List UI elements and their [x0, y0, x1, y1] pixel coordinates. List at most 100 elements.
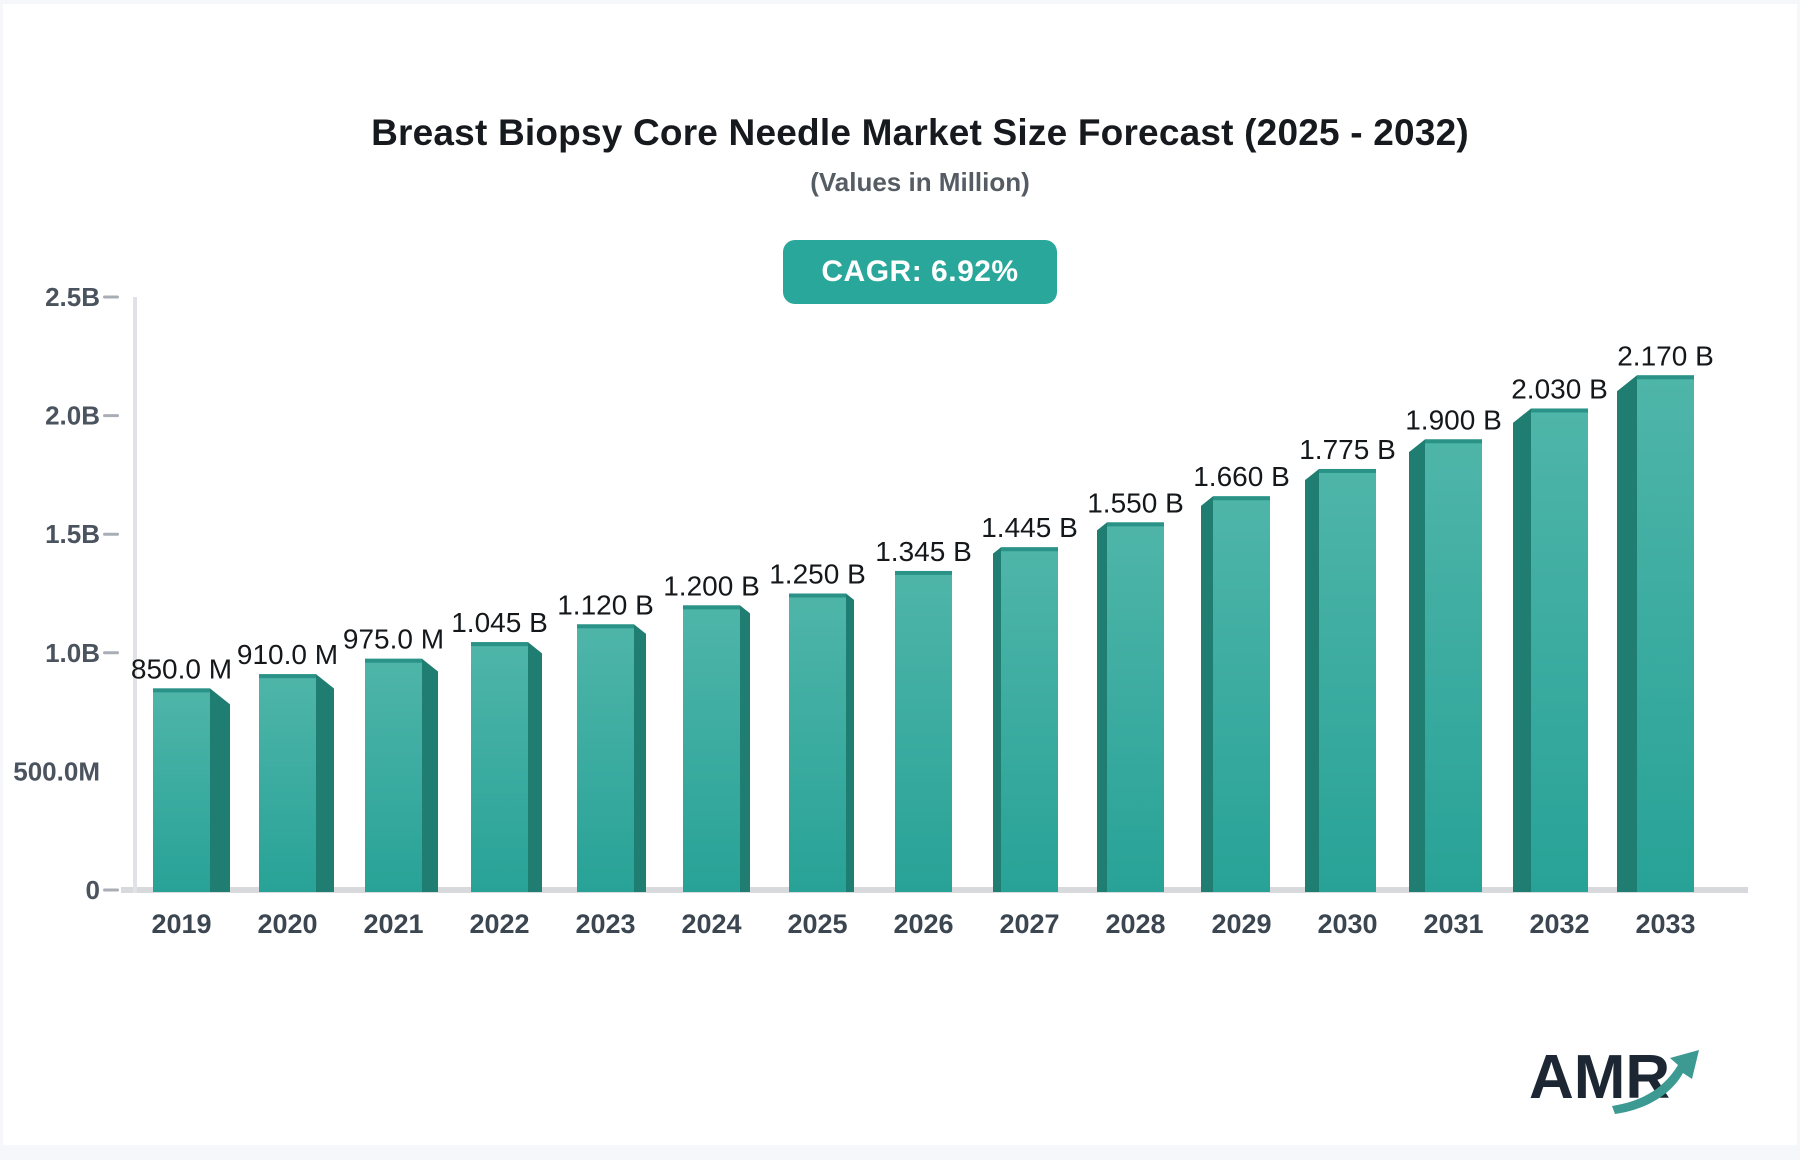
bar-2024: 1.200 B 2024 [663, 570, 760, 939]
bar-2028: 1.550 B 2028 [1087, 487, 1184, 939]
y-axis-line [133, 297, 137, 893]
bar-top-cap [259, 674, 316, 679]
bar-front-face [153, 688, 210, 892]
bar-front-face [789, 593, 846, 892]
bar-front-face [1213, 496, 1270, 892]
bar-value-label: 1.200 B [663, 570, 760, 601]
bar-value-label: 1.900 B [1405, 404, 1502, 435]
bar-value-label: 2.030 B [1511, 373, 1608, 404]
y-axis-label: 1.0B [45, 638, 100, 668]
bar-value-label: 1.120 B [557, 589, 654, 620]
x-axis-label: 2028 [1105, 909, 1165, 939]
bar-2033: 2.170 B 2033 [1617, 340, 1714, 939]
x-axis-label: 2033 [1635, 909, 1695, 939]
y-axis-label: 500.0M [13, 756, 100, 786]
bar-top-cap [1213, 496, 1270, 501]
x-axis-label: 2032 [1529, 909, 1589, 939]
x-axis-label: 2026 [893, 909, 953, 939]
bar-top-cap [1001, 547, 1058, 552]
amr-logo: AMR [1511, 1022, 1781, 1147]
bar-2023: 1.120 B 2023 [557, 589, 654, 939]
chart-subtitle: (Values in Million) [810, 167, 1030, 197]
bar-front-face [895, 570, 952, 892]
y-axis-tick [103, 295, 119, 299]
bar-2022: 1.045 B 2022 [451, 607, 548, 939]
bar-top-cap [1425, 439, 1482, 444]
bar-side-face [1513, 408, 1531, 892]
bar-top-cap [1637, 375, 1694, 380]
bar-value-label: 1.045 B [451, 607, 548, 638]
bar-top-cap [153, 688, 210, 693]
bar-side-face [528, 642, 542, 892]
chart-card: Breast Biopsy Core Needle Market Size Fo… [3, 4, 1797, 1145]
cagr-badge: CAGR: 6.92% [783, 240, 1057, 304]
y-axis-tick [103, 532, 119, 536]
y-axis-tick [103, 414, 119, 418]
bar-value-label: 975.0 M [343, 624, 444, 655]
chart-title: Breast Biopsy Core Needle Market Size Fo… [371, 112, 1469, 153]
bar-2026: 1.345 B 2026 [875, 536, 972, 939]
bar-side-face [422, 658, 438, 892]
y-axis-label: 2.5B [45, 282, 100, 312]
bar-2031: 1.900 B 2031 [1405, 404, 1502, 939]
bar-value-label: 850.0 M [131, 653, 232, 684]
bar-value-label: 1.775 B [1299, 434, 1396, 465]
x-axis-label: 2021 [363, 909, 423, 939]
bar-top-cap [365, 658, 422, 663]
x-axis-label: 2029 [1211, 909, 1271, 939]
bar-front-face [1107, 522, 1164, 892]
bar-side-face [993, 547, 1001, 892]
bar-2030: 1.775 B 2030 [1299, 434, 1396, 939]
bar-2027: 1.445 B 2027 [981, 512, 1078, 939]
bar-top-cap [895, 570, 952, 575]
x-axis-label: 2022 [469, 909, 529, 939]
bar-2021: 975.0 M 2021 [343, 624, 444, 939]
bar-top-cap [1531, 408, 1588, 413]
y-axis-label: 0 [86, 875, 100, 905]
bar-chart: 0 500.0M 1.0B 1.5B 2.0B 2.5B 850.0 M 2019 910.0 … [13, 282, 1748, 940]
bar-2020: 910.0 M 2020 [237, 639, 338, 939]
bar-side-face [1201, 496, 1213, 892]
bar-2032: 2.030 B 2032 [1511, 373, 1608, 939]
bar-front-face [577, 624, 634, 892]
bar-front-face [1637, 375, 1694, 892]
bar-side-face [846, 593, 854, 892]
amr-logo-graphic: AMR [1529, 1043, 1699, 1114]
bar-front-face [365, 658, 422, 892]
bar-front-face [1001, 547, 1058, 892]
x-axis-label: 2023 [575, 909, 635, 939]
bar-value-label: 910.0 M [237, 639, 338, 670]
amr-logo-arrow-icon [1612, 1050, 1699, 1114]
x-axis-label: 2030 [1317, 909, 1377, 939]
bar-2019: 850.0 M 2019 [131, 653, 232, 939]
bar-side-face [1409, 439, 1425, 892]
bar-side-face [1617, 375, 1637, 892]
bar-top-cap [789, 593, 846, 598]
bar-side-face [1097, 522, 1107, 892]
y-axis-label: 2.0B [45, 401, 100, 431]
bar-top-cap [1107, 522, 1164, 527]
bar-value-label: 1.550 B [1087, 487, 1184, 518]
bar-front-face [471, 642, 528, 892]
bar-front-face [683, 605, 740, 892]
bar-side-face [1305, 468, 1319, 892]
y-axis-tick [103, 651, 119, 655]
bar-value-label: 1.660 B [1193, 461, 1290, 492]
bar-value-label: 1.250 B [769, 559, 866, 590]
bar-2029: 1.660 B 2029 [1193, 461, 1290, 939]
chart-header: Breast Biopsy Core Needle Market Size Fo… [43, 112, 1797, 304]
bar-value-label: 2.170 B [1617, 340, 1714, 371]
bar-2025: 1.250 B 2025 [769, 559, 866, 940]
x-axis-label: 2020 [257, 909, 317, 939]
x-axis-label: 2025 [787, 909, 847, 939]
bar-front-face [1425, 439, 1482, 892]
bar-side-face [210, 688, 230, 892]
bar-top-cap [471, 642, 528, 647]
bar-front-face [1319, 468, 1376, 892]
x-axis-label: 2031 [1423, 909, 1483, 939]
y-axis-tick [103, 888, 119, 892]
bar-value-label: 1.345 B [875, 536, 972, 567]
x-axis-label: 2024 [681, 909, 741, 939]
bar-top-cap [577, 624, 634, 629]
